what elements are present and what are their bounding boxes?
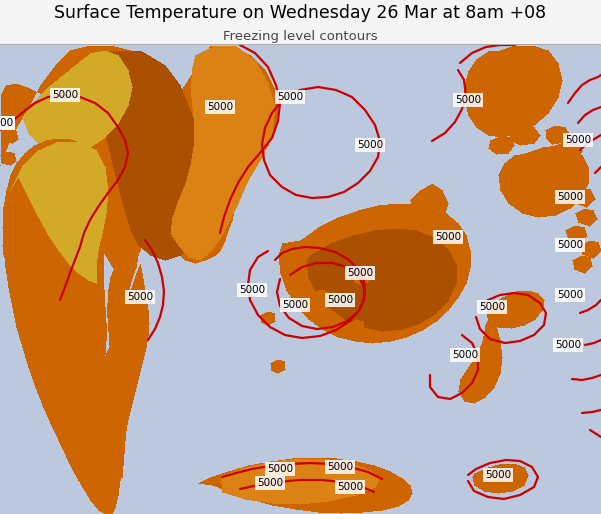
Text: 5000: 5000: [267, 464, 293, 474]
Text: 5000: 5000: [257, 478, 283, 488]
Text: 5000: 5000: [127, 292, 153, 302]
Text: 5000: 5000: [327, 295, 353, 305]
Text: 5000: 5000: [337, 482, 363, 492]
Text: 5000: 5000: [282, 300, 308, 310]
Text: Freezing level contours: Freezing level contours: [223, 30, 378, 43]
Text: 5000: 5000: [557, 192, 583, 202]
Text: 6000: 6000: [0, 118, 13, 128]
Text: 5000: 5000: [452, 350, 478, 360]
Text: 5000: 5000: [239, 285, 265, 295]
Text: 5000: 5000: [555, 340, 581, 350]
Text: 5000: 5000: [207, 102, 233, 112]
Text: 5000: 5000: [557, 240, 583, 250]
Text: 5000: 5000: [485, 470, 511, 480]
Text: 5000: 5000: [455, 95, 481, 105]
Text: 5000: 5000: [479, 302, 505, 312]
Text: 5000: 5000: [557, 290, 583, 300]
Text: 6000: 6000: [0, 118, 13, 128]
Text: 5000: 5000: [357, 140, 383, 150]
Text: 5000: 5000: [327, 462, 353, 472]
Text: 5000: 5000: [52, 90, 78, 100]
Text: 5000: 5000: [347, 268, 373, 278]
Text: 5000: 5000: [435, 232, 461, 242]
Text: 5000: 5000: [565, 135, 591, 145]
Text: 5000: 5000: [277, 92, 303, 102]
Text: Surface Temperature on Wednesday 26 Mar at 8am +08: Surface Temperature on Wednesday 26 Mar …: [55, 5, 546, 23]
